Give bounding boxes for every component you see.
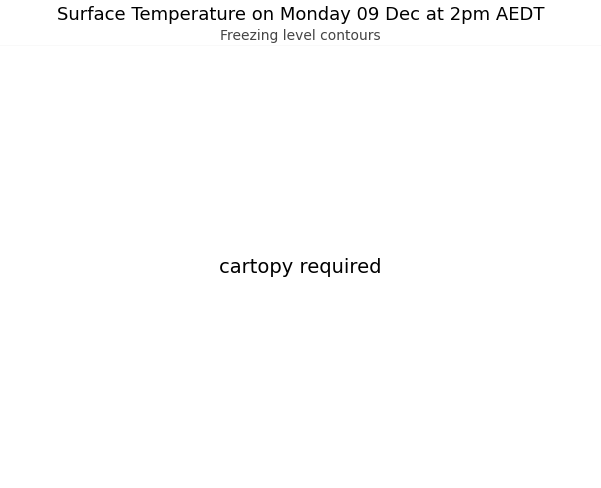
Text: cartopy required: cartopy required: [219, 258, 382, 277]
Text: Freezing level contours: Freezing level contours: [220, 29, 381, 43]
Text: Surface Temperature on Monday 09 Dec at 2pm AEDT: Surface Temperature on Monday 09 Dec at …: [56, 6, 545, 24]
